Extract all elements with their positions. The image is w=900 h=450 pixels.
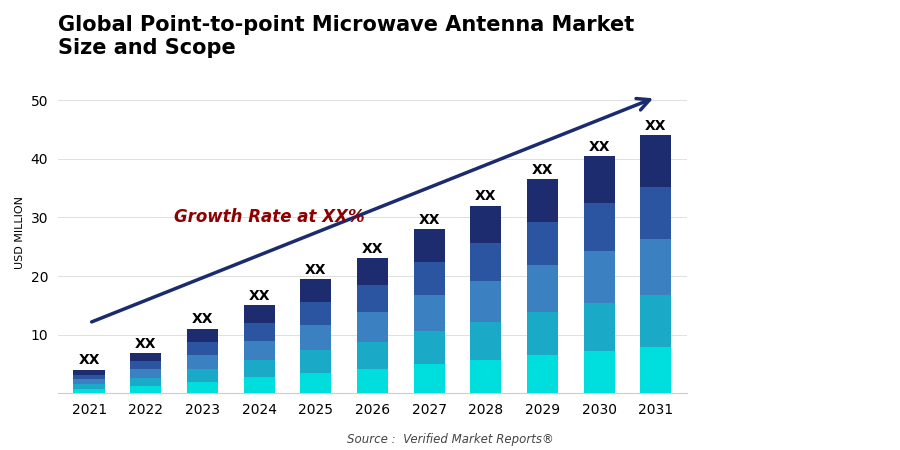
Text: XX: XX bbox=[418, 213, 440, 227]
Bar bbox=[130, 353, 161, 361]
Bar bbox=[187, 342, 218, 355]
Bar bbox=[640, 347, 671, 393]
Bar bbox=[413, 364, 445, 393]
Text: XX: XX bbox=[78, 354, 100, 368]
Bar bbox=[526, 312, 558, 355]
Bar bbox=[74, 389, 104, 393]
Text: XX: XX bbox=[589, 140, 610, 153]
Text: XX: XX bbox=[192, 312, 213, 326]
Bar bbox=[301, 279, 331, 302]
Bar bbox=[526, 179, 558, 222]
Text: XX: XX bbox=[532, 163, 554, 177]
Bar bbox=[357, 369, 388, 393]
Bar bbox=[413, 331, 445, 364]
Bar bbox=[526, 222, 558, 265]
Text: Global Point-to-point Microwave Antenna Market
Size and Scope: Global Point-to-point Microwave Antenna … bbox=[58, 15, 634, 58]
Bar bbox=[470, 206, 501, 243]
Bar bbox=[244, 323, 274, 341]
Bar bbox=[130, 378, 161, 386]
Bar bbox=[583, 303, 615, 351]
Bar bbox=[130, 369, 161, 378]
Bar bbox=[413, 262, 445, 295]
Text: XX: XX bbox=[135, 337, 157, 351]
Bar bbox=[470, 243, 501, 281]
Bar bbox=[301, 350, 331, 373]
Bar bbox=[74, 370, 104, 374]
Bar bbox=[74, 374, 104, 379]
Bar bbox=[470, 360, 501, 393]
Bar bbox=[187, 369, 218, 382]
Bar bbox=[357, 342, 388, 369]
Bar bbox=[470, 322, 501, 360]
Bar bbox=[583, 203, 615, 251]
Bar bbox=[187, 382, 218, 393]
Bar bbox=[526, 355, 558, 393]
Bar bbox=[244, 306, 274, 323]
Bar bbox=[640, 295, 671, 347]
Bar bbox=[244, 378, 274, 393]
Bar bbox=[413, 295, 445, 331]
Bar bbox=[640, 135, 671, 187]
Bar bbox=[357, 312, 388, 342]
Text: XX: XX bbox=[305, 263, 327, 277]
Bar bbox=[244, 341, 274, 360]
Bar bbox=[130, 386, 161, 393]
Bar bbox=[130, 361, 161, 369]
Bar bbox=[74, 384, 104, 389]
Bar bbox=[413, 229, 445, 262]
Text: Source :  Verified Market Reports®: Source : Verified Market Reports® bbox=[346, 432, 554, 446]
Bar bbox=[640, 187, 671, 239]
Bar bbox=[583, 351, 615, 393]
Bar bbox=[187, 355, 218, 369]
Bar bbox=[526, 265, 558, 312]
Bar bbox=[301, 373, 331, 393]
Bar bbox=[301, 325, 331, 350]
Bar bbox=[583, 251, 615, 303]
Bar bbox=[357, 285, 388, 312]
Bar bbox=[640, 238, 671, 295]
Bar bbox=[244, 360, 274, 378]
Text: Growth Rate at XX%: Growth Rate at XX% bbox=[174, 208, 364, 226]
Y-axis label: USD MILLION: USD MILLION bbox=[15, 196, 25, 269]
Bar bbox=[470, 281, 501, 322]
Bar bbox=[357, 258, 388, 285]
Text: XX: XX bbox=[645, 119, 667, 133]
Text: XX: XX bbox=[475, 189, 497, 203]
Bar bbox=[74, 379, 104, 384]
Text: XX: XX bbox=[362, 242, 383, 256]
Bar bbox=[583, 156, 615, 203]
Text: XX: XX bbox=[248, 289, 270, 303]
Bar bbox=[187, 329, 218, 342]
Bar bbox=[301, 302, 331, 325]
